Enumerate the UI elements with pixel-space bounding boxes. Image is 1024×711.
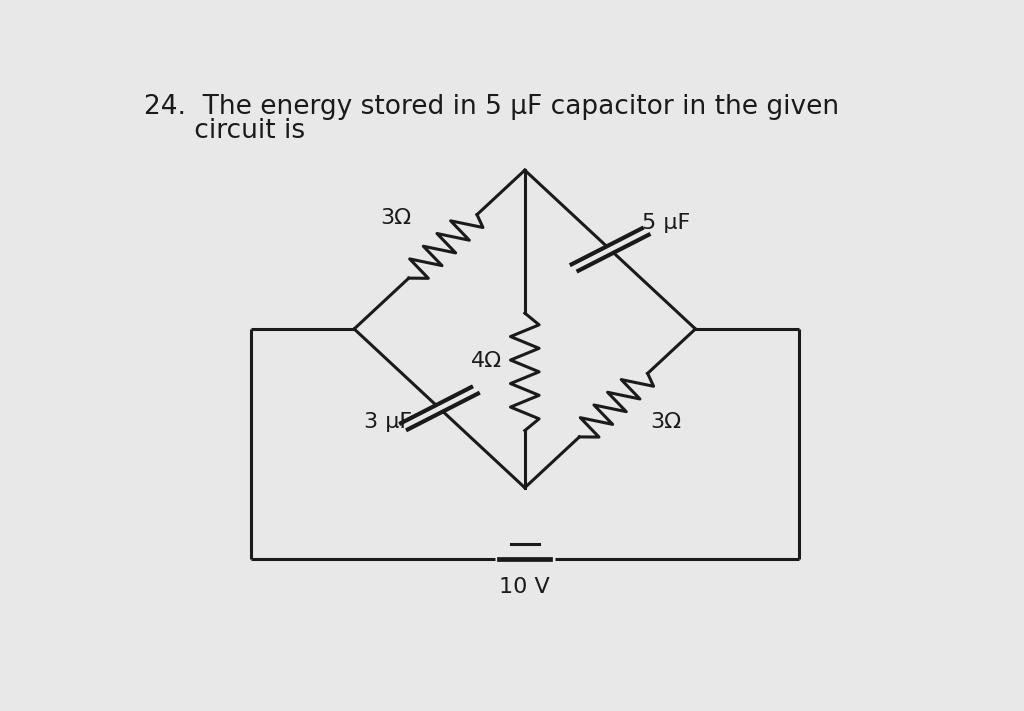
- Text: 5 μF: 5 μF: [642, 213, 690, 233]
- Text: 3Ω: 3Ω: [380, 208, 412, 228]
- Text: circuit is: circuit is: [143, 118, 305, 144]
- Text: 10 V: 10 V: [500, 577, 550, 597]
- Text: 4Ω: 4Ω: [471, 351, 502, 370]
- Text: 3Ω: 3Ω: [650, 412, 681, 432]
- Text: 24.  The energy stored in 5 μF capacitor in the given: 24. The energy stored in 5 μF capacitor …: [143, 94, 839, 119]
- Text: 3 μF: 3 μF: [364, 412, 412, 432]
